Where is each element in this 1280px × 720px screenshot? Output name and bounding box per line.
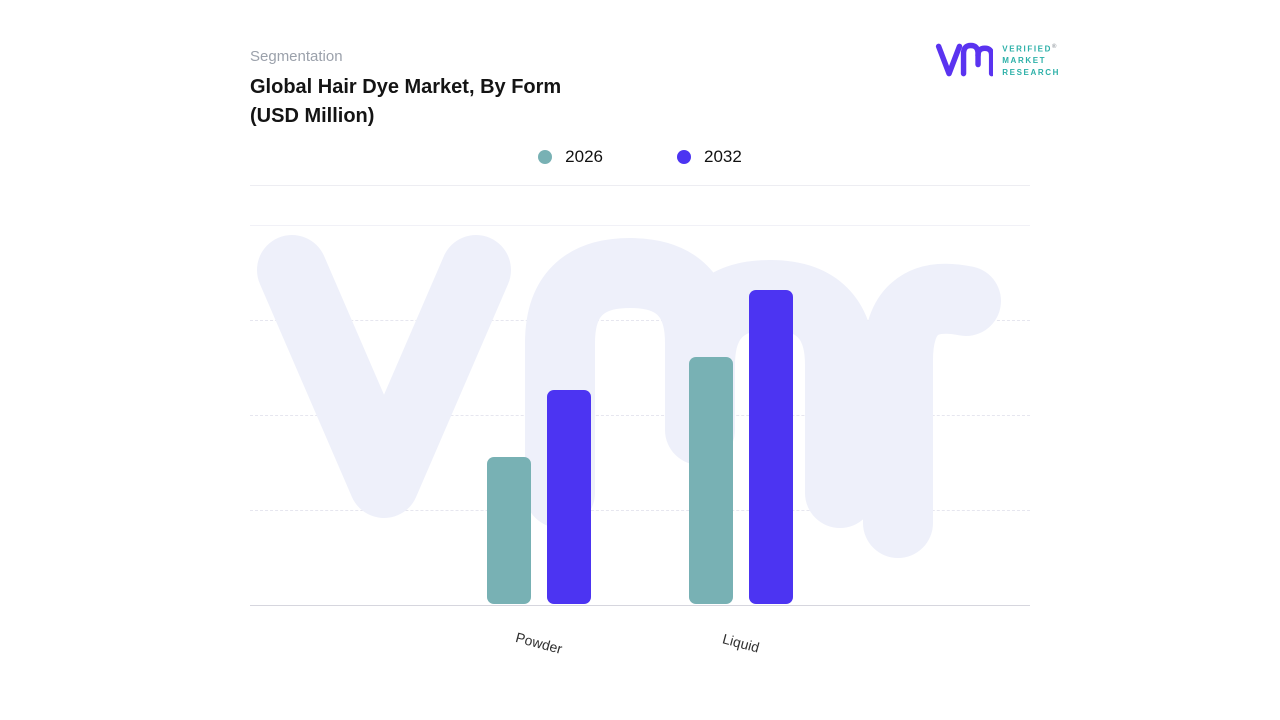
bar-2032-powder	[547, 390, 591, 604]
x-axis-label-powder: Powder	[513, 629, 564, 657]
legend-divider	[250, 185, 1030, 186]
brand-line-1: VERIFIED	[1002, 44, 1052, 54]
legend-item-2026: 2026	[538, 147, 603, 167]
legend-dot	[677, 150, 691, 164]
bar-2032-liquid	[749, 290, 793, 604]
legend-label-2026: 2026	[565, 147, 603, 166]
bars-layer	[250, 225, 1030, 605]
chart-title-line1: Global Hair Dye Market, By Form	[250, 76, 562, 98]
eyebrow-label: Segmentation	[250, 48, 343, 65]
x-axis-line	[250, 605, 1030, 606]
brand-logo: VERIFIED® MARKET RESEARCH	[935, 40, 1060, 80]
legend-dot	[538, 150, 553, 164]
brand-logo-text: VERIFIED® MARKET RESEARCH	[1002, 41, 1060, 80]
brand-line-2: MARKET	[1002, 56, 1047, 66]
legend: 2026 2032	[250, 147, 1030, 167]
plot-area: Powder Liquid	[250, 225, 1030, 657]
chart-header: Segmentation Global Hair Dye Market, By …	[250, 48, 561, 131]
legend-label-2032: 2032	[704, 147, 742, 166]
legend-item-2032: 2032	[677, 147, 742, 167]
vmr-logo-icon	[936, 42, 994, 77]
x-axis-label-liquid: Liquid	[721, 630, 762, 656]
brand-line-3: RESEARCH	[1002, 68, 1060, 78]
chart-title-line2: (USD Million)	[250, 105, 375, 127]
gridline	[250, 415, 1030, 416]
registered-mark: ®	[1052, 43, 1057, 50]
gridline	[250, 510, 1030, 511]
bar-2026-powder	[487, 457, 531, 604]
bar-2026-liquid	[689, 357, 733, 604]
gridline	[250, 225, 1030, 226]
gridline	[250, 320, 1030, 321]
